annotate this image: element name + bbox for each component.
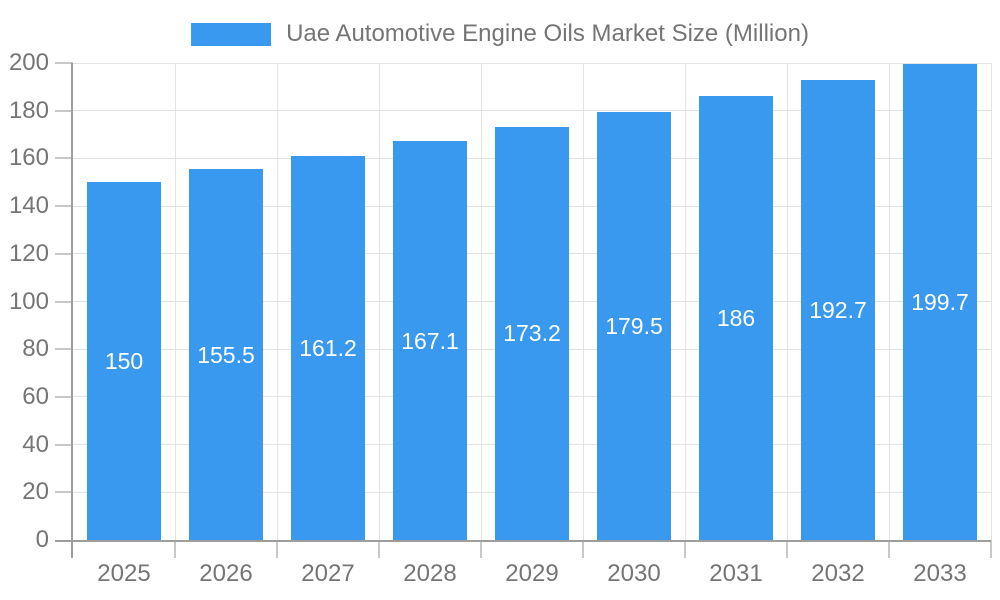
x-tick-label: 2028 — [403, 560, 457, 587]
x-tick-label: 2033 — [913, 560, 967, 587]
x-axis-tick — [378, 540, 380, 558]
x-tick-label: 2025 — [97, 560, 151, 587]
gridline-vertical — [888, 63, 890, 540]
x-tick-label: 2032 — [811, 560, 865, 587]
gridline-vertical — [786, 63, 788, 540]
bar-value-label: 192.7 — [809, 297, 867, 324]
gridline-vertical — [174, 63, 176, 540]
bar-value-label: 167.1 — [401, 327, 459, 354]
x-tick-label: 2031 — [709, 560, 763, 587]
bar: 167.1 — [393, 141, 467, 540]
x-tick-label: 2027 — [301, 560, 355, 587]
y-axis-tick — [55, 443, 73, 446]
y-tick-label: 40 — [22, 430, 49, 458]
y-axis-tick — [55, 300, 73, 303]
gridline-vertical — [276, 63, 278, 540]
y-tick-label: 160 — [8, 144, 49, 172]
plot-area: 0 20 40 60 80 100 120 140 160 180 200 150 155.5 161.2… — [9, 49, 992, 587]
x-axis-tick — [276, 540, 278, 558]
y-axis-line — [71, 63, 73, 558]
bar: 150 — [87, 182, 161, 540]
bar: 155.5 — [189, 169, 263, 540]
y-tick-label: 140 — [8, 192, 49, 220]
bar-value-label: 179.5 — [605, 312, 663, 339]
x-axis-line — [55, 540, 991, 542]
bar: 199.7 — [903, 63, 977, 540]
bar-value-label: 199.7 — [911, 288, 969, 315]
x-axis-tick — [174, 540, 176, 558]
y-tick-label: 0 — [35, 526, 49, 553]
legend-label: Uae Automotive Engine Oils Market Size (… — [286, 20, 809, 47]
legend: Uae Automotive Engine Oils Market Size (… — [191, 20, 809, 48]
x-axis-tick — [786, 540, 788, 558]
bar-value-label: 161.2 — [299, 334, 357, 361]
x-tick-label: 2030 — [607, 560, 661, 587]
y-tick-label: 20 — [22, 478, 49, 506]
x-tick-label: 2026 — [199, 560, 253, 587]
x-axis-tick — [480, 540, 482, 558]
bar-value-label: 173.2 — [503, 320, 561, 347]
x-axis-tick — [990, 540, 992, 558]
bar: 186 — [699, 96, 773, 540]
x-tick-label: 2029 — [505, 560, 559, 587]
y-axis-tick — [55, 348, 73, 351]
y-tick-label: 120 — [8, 239, 49, 267]
y-axis-tick — [55, 205, 73, 208]
y-tick-label: 200 — [8, 49, 49, 76]
bar: 192.7 — [801, 80, 875, 540]
gridline-vertical — [378, 63, 380, 540]
bar: 173.2 — [495, 126, 569, 540]
gridline-vertical — [582, 63, 584, 540]
x-axis-tick — [684, 540, 686, 558]
gridline-vertical — [990, 63, 992, 540]
gridline-vertical — [480, 63, 482, 540]
y-tick-label: 100 — [8, 287, 49, 315]
legend-swatch — [191, 22, 272, 46]
y-tick-label: 60 — [22, 382, 49, 410]
bar: 179.5 — [597, 111, 671, 540]
y-tick-label: 80 — [22, 335, 49, 363]
y-tick-label: 180 — [8, 96, 49, 124]
y-axis-tick — [55, 157, 73, 160]
y-axis-tick — [55, 252, 73, 255]
y-axis-tick — [55, 491, 73, 494]
y-axis-tick — [55, 109, 73, 112]
x-axis-tick — [582, 540, 584, 558]
bar-value-label: 186 — [716, 305, 756, 332]
gridline-horizontal — [73, 110, 991, 112]
bar-value-label: 150 — [104, 348, 144, 375]
bar-value-label: 155.5 — [197, 341, 255, 368]
gridline-vertical — [684, 63, 686, 540]
x-axis-tick — [888, 540, 890, 558]
gridline-horizontal — [73, 62, 991, 64]
y-axis-tick — [55, 395, 73, 398]
bar: 161.2 — [291, 155, 365, 540]
y-axis-tick — [55, 62, 73, 65]
